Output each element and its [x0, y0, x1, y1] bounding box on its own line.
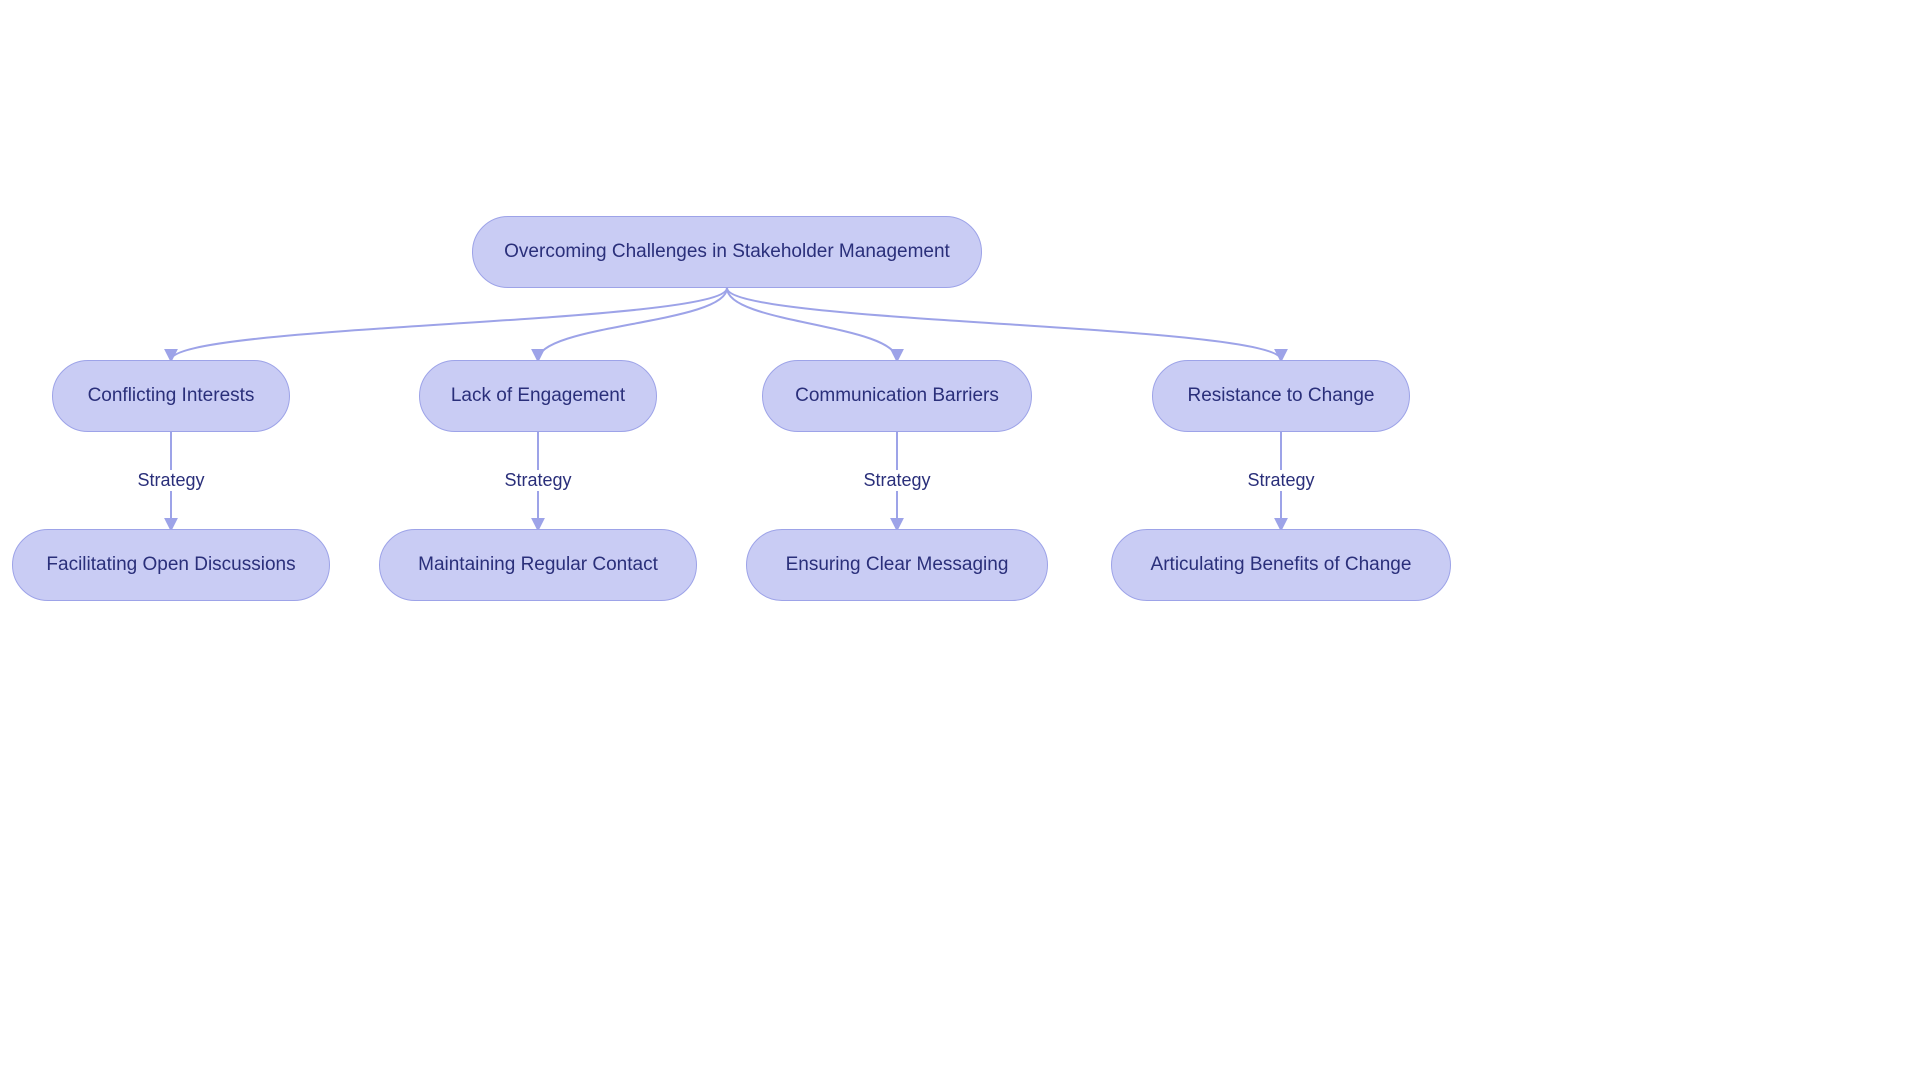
edge-label: Strategy: [1221, 470, 1341, 491]
edge-label: Strategy: [478, 470, 598, 491]
edge-label: Strategy: [837, 470, 957, 491]
node-c3: Communication Barriers: [762, 360, 1032, 432]
node-s4: Articulating Benefits of Change: [1111, 529, 1451, 601]
node-label: Maintaining Regular Contact: [418, 554, 658, 576]
node-label: Conflicting Interests: [88, 385, 255, 407]
node-root: Overcoming Challenges in Stakeholder Man…: [472, 216, 982, 288]
edge-root-c1: [171, 288, 727, 360]
node-s3: Ensuring Clear Messaging: [746, 529, 1048, 601]
edge-root-c2: [538, 288, 727, 360]
node-c4: Resistance to Change: [1152, 360, 1410, 432]
node-label: Lack of Engagement: [451, 385, 625, 407]
node-label: Articulating Benefits of Change: [1151, 554, 1412, 576]
node-s2: Maintaining Regular Contact: [379, 529, 697, 601]
edge-label: Strategy: [111, 470, 231, 491]
node-label: Ensuring Clear Messaging: [786, 554, 1009, 576]
node-s1: Facilitating Open Discussions: [12, 529, 330, 601]
diagram-canvas: Overcoming Challenges in Stakeholder Man…: [0, 0, 1920, 1083]
node-label: Overcoming Challenges in Stakeholder Man…: [504, 241, 950, 263]
edge-root-c3: [727, 288, 897, 360]
edge-paths-group: [171, 288, 1281, 529]
node-label: Facilitating Open Discussions: [46, 554, 295, 576]
node-c1: Conflicting Interests: [52, 360, 290, 432]
node-label: Communication Barriers: [795, 385, 999, 407]
node-label: Resistance to Change: [1188, 385, 1375, 407]
node-c2: Lack of Engagement: [419, 360, 657, 432]
edge-root-c4: [727, 288, 1281, 360]
